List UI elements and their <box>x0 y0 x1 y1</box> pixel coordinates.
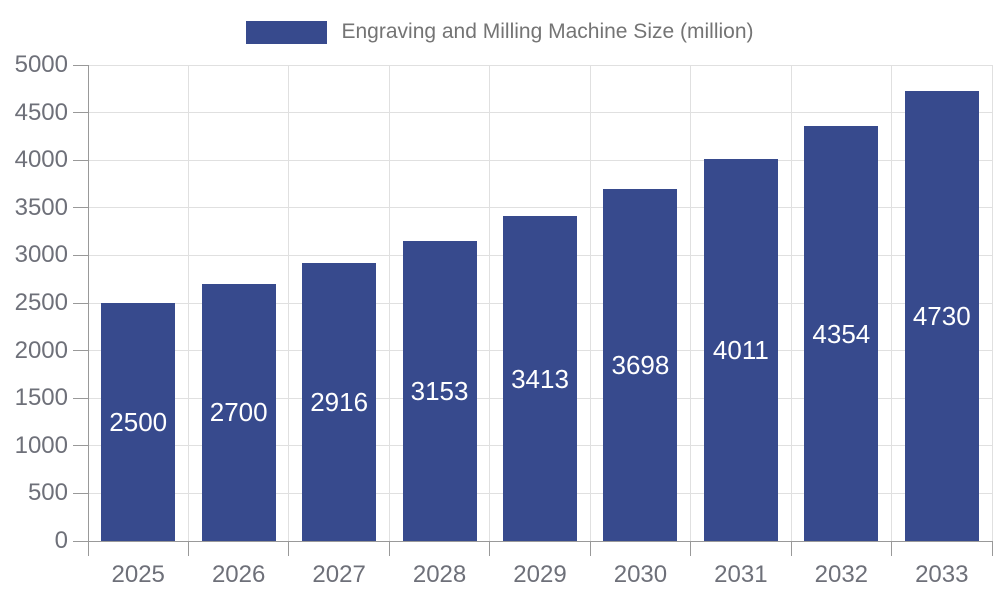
bar[interactable]: 3413 <box>503 216 577 541</box>
legend-item[interactable]: Engraving and Milling Machine Size (mill… <box>0 20 1000 44</box>
gridline-vertical <box>589 65 591 541</box>
gridline-vertical <box>187 65 189 541</box>
x-axis-tick-mark <box>991 541 993 556</box>
bar[interactable]: 3153 <box>402 240 477 541</box>
bar[interactable]: 2500 <box>101 303 176 541</box>
y-axis-tick-label: 1000 <box>14 431 68 459</box>
y-axis-tick-label: 1500 <box>14 384 68 412</box>
legend-swatch <box>246 20 328 44</box>
y-axis-tick-mark <box>73 302 88 304</box>
y-axis-tick-label: 500 <box>27 479 68 507</box>
x-axis-line <box>88 540 993 542</box>
y-axis-tick-mark <box>73 492 88 494</box>
x-axis-tick-mark <box>891 541 893 556</box>
y-axis-tick-label: 4500 <box>14 98 68 126</box>
bar[interactable]: 4354 <box>804 126 879 541</box>
y-axis-tick-label: 2000 <box>14 336 68 364</box>
gridline-vertical <box>288 65 290 541</box>
y-axis-tick-mark <box>73 64 88 66</box>
gridline-horizontal <box>88 64 992 66</box>
gridline-horizontal <box>88 159 992 161</box>
y-axis-tick-label: 3500 <box>14 193 68 221</box>
y-axis-line <box>87 65 89 541</box>
bar[interactable]: 2700 <box>201 283 276 541</box>
y-axis-tick-mark <box>73 207 88 209</box>
gridline-vertical <box>790 65 792 541</box>
y-axis-tick-mark <box>73 445 88 447</box>
y-axis-tick-mark <box>73 540 88 542</box>
gridline-vertical <box>891 65 893 541</box>
y-axis-tick-mark <box>73 397 88 399</box>
gridline-vertical <box>991 65 993 541</box>
gridline-horizontal <box>88 112 992 114</box>
x-axis-tick-label: 2025 <box>111 561 165 588</box>
x-axis-tick-label: 2033 <box>915 561 969 588</box>
y-axis-tick-label: 4000 <box>14 146 68 174</box>
bar-value-label: 3153 <box>410 375 469 406</box>
x-axis-tick-mark <box>288 541 290 556</box>
x-axis-tick-label: 2026 <box>211 561 266 588</box>
bar-value-label: 4354 <box>812 318 871 349</box>
y-axis-tick-mark <box>73 159 88 161</box>
bar-value-label: 2500 <box>109 407 168 437</box>
bar[interactable]: 4730 <box>904 90 979 541</box>
gridline-vertical <box>489 65 491 541</box>
x-axis-tick-label: 2028 <box>412 561 467 588</box>
y-axis-tick-label: 2500 <box>14 289 68 316</box>
bar-value-label: 3413 <box>511 363 569 394</box>
y-axis-tick-mark <box>73 350 88 352</box>
x-axis-tick-label: 2027 <box>312 561 366 588</box>
bar[interactable]: 3698 <box>603 188 678 541</box>
bar-value-label: 4730 <box>912 300 971 331</box>
bar-value-label: 3698 <box>611 349 670 380</box>
x-axis-tick-mark <box>187 541 189 556</box>
y-axis-tick-label: 0 <box>54 527 68 554</box>
bar[interactable]: 2916 <box>302 263 377 541</box>
x-axis-tick-label: 2030 <box>613 561 668 588</box>
y-axis-tick-mark <box>73 112 88 114</box>
y-axis-tick-label: 5000 <box>14 51 68 78</box>
gridline-vertical <box>388 65 390 541</box>
x-axis-tick-mark <box>690 541 692 556</box>
bar-value-label: 4011 <box>712 335 769 366</box>
gridline-vertical <box>690 65 692 541</box>
x-axis-tick-mark <box>589 541 591 556</box>
bar-value-label: 2916 <box>310 387 369 418</box>
x-axis-tick-mark <box>388 541 390 556</box>
x-axis-tick-mark <box>790 541 792 556</box>
bar-value-label: 2700 <box>209 397 268 428</box>
legend-label: Engraving and Milling Machine Size (mill… <box>341 20 754 43</box>
y-axis-tick-mark <box>73 254 88 256</box>
gridline-horizontal <box>88 207 992 209</box>
y-axis-tick-label: 3000 <box>14 241 68 269</box>
bar[interactable]: 4011 <box>703 159 778 541</box>
x-axis-tick-mark <box>489 541 491 556</box>
x-axis-tick-label: 2031 <box>714 561 768 588</box>
x-axis-tick-label: 2029 <box>513 561 567 588</box>
x-axis-tick-mark <box>87 541 89 556</box>
x-axis-tick-label: 2032 <box>814 561 869 588</box>
